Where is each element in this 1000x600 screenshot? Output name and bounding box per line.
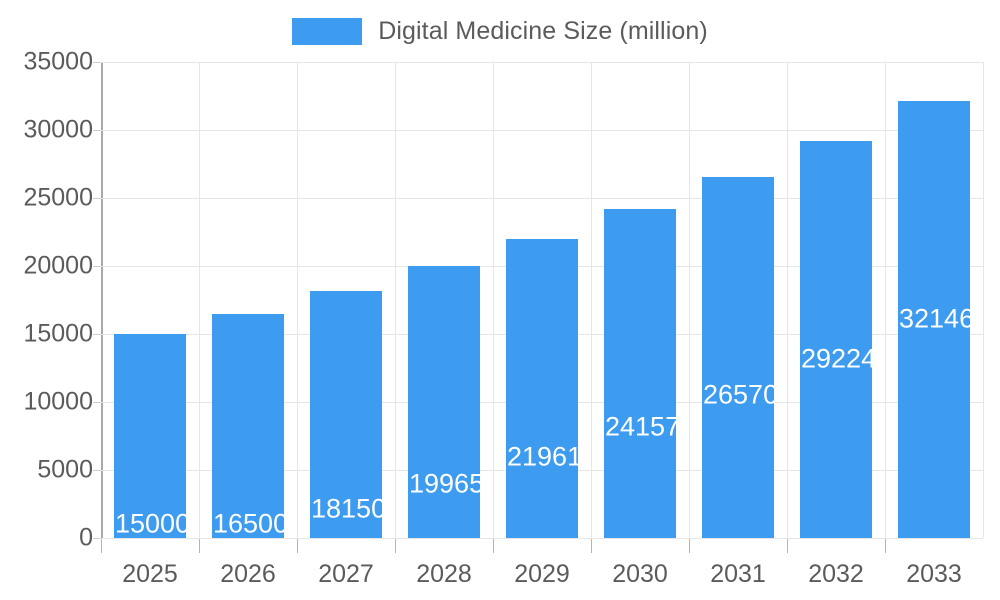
x-axis-tick-label: 2032 bbox=[808, 560, 864, 588]
gridline-vertical bbox=[885, 62, 886, 538]
x-axis-tick-label: 2033 bbox=[906, 560, 962, 588]
gridline-horizontal bbox=[101, 62, 983, 63]
gridline-vertical bbox=[395, 62, 396, 538]
x-axis-tick-mark bbox=[885, 539, 886, 553]
y-axis-tick-label: 0 bbox=[79, 523, 93, 552]
legend-item-digital-medicine-size[interactable]: Digital Medicine Size (million) bbox=[292, 17, 708, 46]
x-axis-tick-label: 2028 bbox=[416, 560, 472, 588]
gridline-horizontal bbox=[101, 538, 983, 539]
y-axis-labels: 0 5000 10000 15000 20000 25000 30000 35000 bbox=[0, 0, 93, 600]
y-axis-tick-mark bbox=[93, 334, 101, 335]
bar[interactable] bbox=[506, 239, 578, 538]
bar[interactable] bbox=[310, 291, 382, 538]
y-axis-tick-label: 15000 bbox=[23, 319, 93, 348]
gridline-horizontal bbox=[101, 198, 983, 199]
y-axis-tick-mark bbox=[93, 538, 101, 539]
bar[interactable] bbox=[898, 100, 970, 538]
gridline-vertical bbox=[493, 62, 494, 538]
x-axis-tick-mark bbox=[297, 539, 298, 553]
x-axis-tick-label: 2025 bbox=[122, 560, 178, 588]
y-axis-tick-mark bbox=[93, 198, 101, 199]
bar[interactable] bbox=[800, 140, 872, 538]
y-axis-tick-label: 5000 bbox=[37, 455, 93, 484]
y-axis-tick-label: 30000 bbox=[23, 115, 93, 144]
x-axis-tick-mark bbox=[689, 539, 690, 553]
y-axis-line bbox=[101, 62, 103, 539]
gridline-vertical bbox=[297, 62, 298, 538]
bar[interactable] bbox=[408, 266, 480, 538]
y-axis-tick-mark bbox=[93, 402, 101, 403]
y-axis-tick-label: 35000 bbox=[23, 47, 93, 76]
y-axis-tick-mark bbox=[93, 62, 101, 63]
x-axis-tick-mark bbox=[787, 539, 788, 553]
x-axis-tick-mark bbox=[199, 539, 200, 553]
y-axis-tick-mark bbox=[93, 130, 101, 131]
bar[interactable] bbox=[702, 176, 774, 538]
bar[interactable] bbox=[604, 209, 676, 538]
gridline-vertical bbox=[689, 62, 690, 538]
x-axis-tick-label: 2027 bbox=[318, 560, 374, 588]
chart-legend: Digital Medicine Size (million) bbox=[0, 10, 1000, 52]
legend-label: Digital Medicine Size (million) bbox=[378, 16, 708, 45]
gridline-vertical bbox=[199, 62, 200, 538]
gridline-vertical bbox=[787, 62, 788, 538]
y-axis-tick-mark bbox=[93, 470, 101, 471]
x-axis-tick-label: 2026 bbox=[220, 560, 276, 588]
x-axis-tick-mark bbox=[101, 539, 102, 553]
x-axis-tick-label: 2029 bbox=[514, 560, 570, 588]
y-axis-tick-label: 25000 bbox=[23, 183, 93, 212]
bar[interactable] bbox=[212, 313, 284, 538]
y-axis-tick-mark bbox=[93, 266, 101, 267]
bar[interactable] bbox=[114, 334, 186, 538]
x-axis-tick-mark bbox=[395, 539, 396, 553]
plot-area: 15000 16500 18150 19965 21961 24157 26570 29224… bbox=[101, 62, 984, 539]
gridline-vertical bbox=[983, 62, 984, 538]
x-axis-tick-mark bbox=[493, 539, 494, 553]
y-axis-tick-label: 10000 bbox=[23, 387, 93, 416]
x-axis-tick-mark bbox=[591, 539, 592, 553]
x-axis-tick-label: 2031 bbox=[710, 560, 766, 588]
x-axis-tick-label: 2030 bbox=[612, 560, 668, 588]
y-axis-tick-label: 20000 bbox=[23, 251, 93, 280]
legend-color-swatch-icon bbox=[292, 17, 363, 45]
gridline-vertical bbox=[591, 62, 592, 538]
gridline-horizontal bbox=[101, 130, 983, 131]
